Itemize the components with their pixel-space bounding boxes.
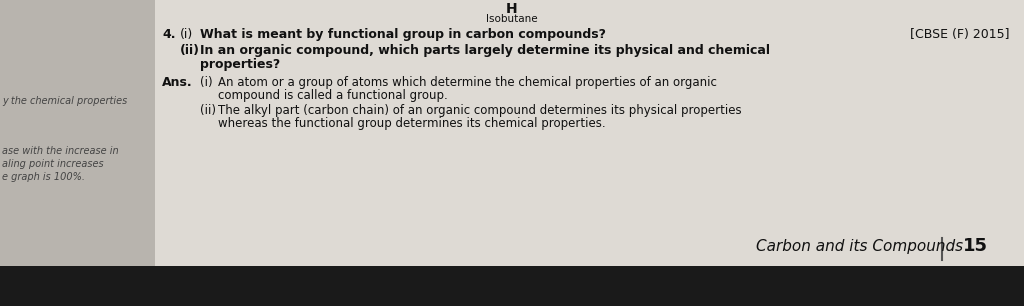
Text: Isobutane: Isobutane: [486, 14, 538, 24]
Bar: [0, 0, 160, 266]
Text: (i): (i): [200, 76, 213, 89]
Text: 4.: 4.: [162, 28, 175, 41]
Bar: [155, 0, 1024, 266]
Text: Carbon and its Compounds: Carbon and its Compounds: [757, 238, 964, 253]
Text: aling point increases: aling point increases: [2, 159, 103, 169]
Text: H: H: [506, 2, 518, 16]
Text: [CBSE (F) 2015]: [CBSE (F) 2015]: [910, 28, 1010, 41]
Text: What is meant by functional group in carbon compounds?: What is meant by functional group in car…: [200, 28, 606, 41]
Text: In an organic compound, which parts largely determine its physical and chemical: In an organic compound, which parts larg…: [200, 44, 770, 57]
Text: Ans.: Ans.: [162, 76, 193, 89]
Text: An atom or a group of atoms which determine the chemical properties of an organi: An atom or a group of atoms which determ…: [218, 76, 717, 89]
Bar: [0, 266, 1024, 306]
Text: properties?: properties?: [200, 58, 281, 71]
Text: (i): (i): [180, 28, 194, 41]
Text: 15: 15: [963, 237, 987, 255]
Text: e graph is 100%.: e graph is 100%.: [2, 172, 85, 182]
Text: ase with the increase in: ase with the increase in: [2, 146, 119, 156]
Text: y the chemical properties: y the chemical properties: [2, 96, 127, 106]
Text: compound is called a functional group.: compound is called a functional group.: [218, 89, 447, 102]
Text: whereas the functional group determines its chemical properties.: whereas the functional group determines …: [218, 117, 605, 130]
Text: (ii): (ii): [180, 44, 200, 57]
Text: The alkyl part (carbon chain) of an organic compound determines its physical pro: The alkyl part (carbon chain) of an orga…: [218, 104, 741, 117]
Text: (ii): (ii): [200, 104, 216, 117]
